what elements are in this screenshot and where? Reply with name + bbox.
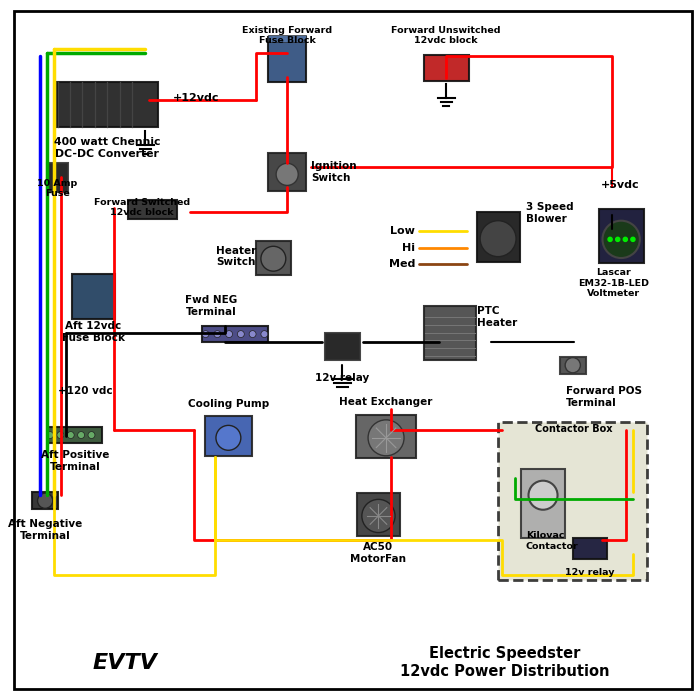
Circle shape bbox=[603, 220, 640, 258]
Circle shape bbox=[565, 358, 580, 373]
Circle shape bbox=[615, 237, 620, 241]
Circle shape bbox=[67, 432, 74, 438]
Text: Forward Switched
12vdc block: Forward Switched 12vdc block bbox=[94, 198, 190, 217]
Bar bbox=[205, 416, 252, 456]
Circle shape bbox=[38, 493, 52, 508]
Bar bbox=[268, 153, 306, 191]
Circle shape bbox=[261, 330, 268, 337]
Bar bbox=[424, 55, 469, 81]
Circle shape bbox=[88, 432, 95, 438]
Circle shape bbox=[216, 426, 241, 450]
Text: Aft Negative
Terminal: Aft Negative Terminal bbox=[8, 519, 83, 541]
Text: Aft Positive
Terminal: Aft Positive Terminal bbox=[41, 450, 109, 472]
Bar bbox=[268, 37, 306, 82]
Text: 400 watt Chennic
DC-DC Converter: 400 watt Chennic DC-DC Converter bbox=[54, 137, 160, 159]
Circle shape bbox=[608, 237, 612, 241]
Circle shape bbox=[78, 432, 85, 438]
Text: Forward POS
Terminal: Forward POS Terminal bbox=[566, 386, 642, 407]
Bar bbox=[48, 428, 102, 442]
Circle shape bbox=[46, 432, 53, 438]
Circle shape bbox=[261, 246, 286, 271]
Bar bbox=[522, 469, 565, 538]
Text: Lascar
EM32-1B-LED
Voltmeter: Lascar EM32-1B-LED Voltmeter bbox=[578, 268, 649, 298]
Bar bbox=[357, 493, 400, 536]
Text: PTC
Heater: PTC Heater bbox=[477, 306, 517, 328]
Circle shape bbox=[368, 420, 404, 456]
Circle shape bbox=[480, 220, 516, 257]
Bar bbox=[32, 492, 58, 509]
Text: Ignition
Switch: Ignition Switch bbox=[312, 162, 357, 183]
Bar bbox=[128, 200, 176, 219]
Bar bbox=[72, 274, 115, 318]
Bar bbox=[498, 422, 647, 580]
Text: 12v relay: 12v relay bbox=[566, 568, 615, 577]
Bar bbox=[57, 82, 158, 127]
Bar bbox=[256, 241, 290, 274]
Text: +12vdc: +12vdc bbox=[173, 92, 220, 103]
Bar bbox=[598, 209, 643, 263]
Circle shape bbox=[249, 330, 256, 337]
Text: AC50
MotorFan: AC50 MotorFan bbox=[351, 542, 407, 564]
Circle shape bbox=[631, 237, 635, 241]
Text: 12v relay: 12v relay bbox=[316, 373, 370, 383]
Text: Existing Forward
Fuse Block: Existing Forward Fuse Block bbox=[242, 26, 332, 45]
Text: Contactor Box: Contactor Box bbox=[536, 424, 613, 434]
Text: Heat Exchanger: Heat Exchanger bbox=[340, 397, 433, 407]
Bar bbox=[356, 415, 416, 458]
Text: +120 vdc: +120 vdc bbox=[57, 386, 112, 396]
Circle shape bbox=[202, 330, 209, 337]
Text: Fwd NEG
Terminal: Fwd NEG Terminal bbox=[185, 295, 237, 317]
Text: Low: Low bbox=[390, 226, 415, 236]
Text: Hi: Hi bbox=[402, 243, 415, 253]
Circle shape bbox=[623, 237, 627, 241]
Bar bbox=[268, 36, 306, 42]
Circle shape bbox=[225, 330, 232, 337]
Bar bbox=[202, 326, 268, 342]
Circle shape bbox=[362, 499, 395, 533]
Bar bbox=[573, 538, 607, 559]
Text: +5vdc: +5vdc bbox=[601, 181, 639, 190]
Text: Kilovac
Contactor: Kilovac Contactor bbox=[526, 531, 578, 551]
Circle shape bbox=[57, 432, 64, 438]
Circle shape bbox=[214, 330, 220, 337]
Text: 10 Amp
Fuse: 10 Amp Fuse bbox=[38, 178, 78, 198]
Bar bbox=[47, 162, 68, 192]
Text: Electric Speedster
12vdc Power Distribution: Electric Speedster 12vdc Power Distribut… bbox=[400, 646, 610, 679]
Text: Heater
Switch: Heater Switch bbox=[216, 246, 256, 267]
Bar bbox=[424, 306, 475, 360]
Text: Cooling Pump: Cooling Pump bbox=[188, 399, 269, 409]
Text: EVTV: EVTV bbox=[92, 652, 157, 673]
Text: Aft 12vdc
Fuse Block: Aft 12vdc Fuse Block bbox=[62, 321, 125, 342]
Bar bbox=[477, 212, 519, 262]
Circle shape bbox=[276, 163, 298, 186]
Bar bbox=[325, 333, 360, 360]
Circle shape bbox=[237, 330, 244, 337]
Text: Forward Unswitched
12vdc block: Forward Unswitched 12vdc block bbox=[391, 26, 501, 45]
Bar bbox=[559, 357, 586, 374]
Text: 3 Speed
Blower: 3 Speed Blower bbox=[526, 202, 573, 224]
Circle shape bbox=[528, 481, 557, 510]
Text: Med: Med bbox=[389, 259, 415, 270]
